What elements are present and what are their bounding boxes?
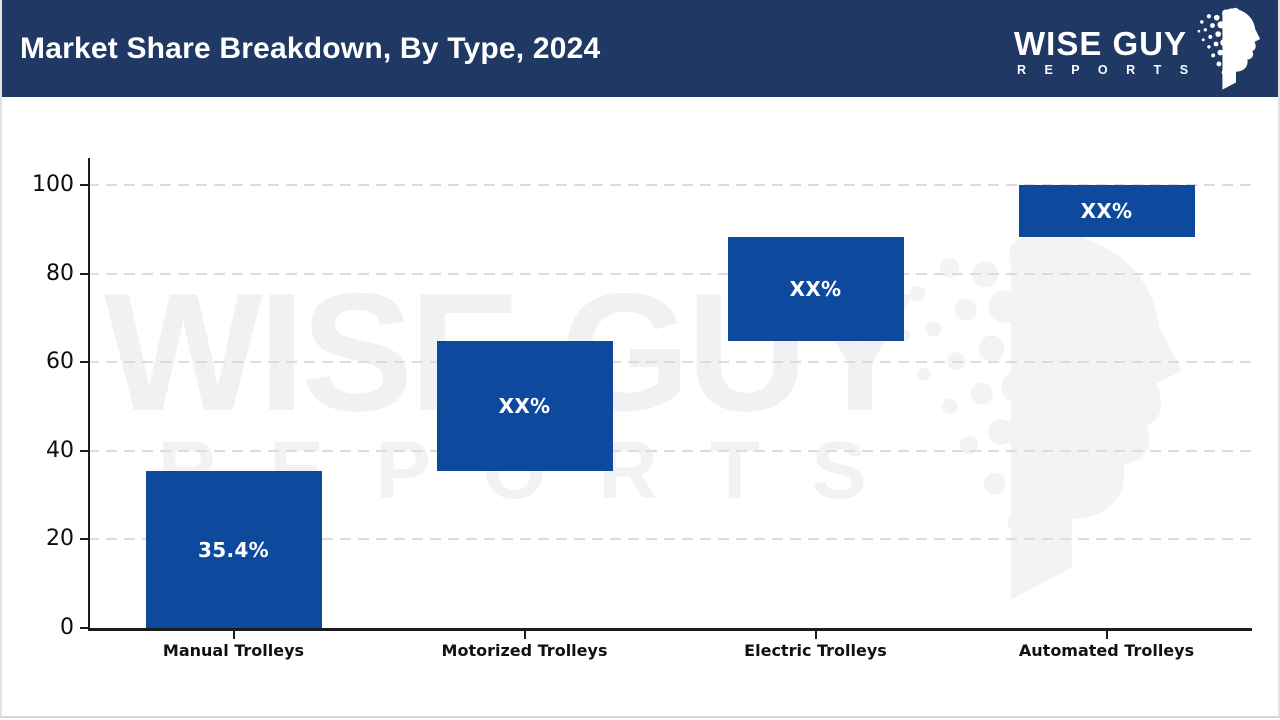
- bar-value-label: XX%: [498, 394, 551, 419]
- gridline-y100: [88, 184, 1252, 186]
- wiseguy-head-icon: [1197, 7, 1260, 90]
- x-tick-mark: [523, 631, 526, 639]
- gridline-y60: [88, 361, 1252, 364]
- gridline-y20: [88, 538, 1252, 541]
- watermark-head-icon: [898, 229, 1182, 600]
- y-tick-label: 100: [32, 172, 74, 197]
- gridline-y80: [88, 272, 1252, 275]
- y-axis-line: [88, 158, 90, 631]
- x-category-label: Automated Trolleys: [1018, 641, 1195, 660]
- x-tick-mark: [1105, 631, 1108, 639]
- x-axis-line: [88, 628, 1252, 631]
- logo-line1: WISE GUY: [1014, 25, 1188, 62]
- y-tick-mark: [80, 538, 88, 541]
- x-category-label: Electric Trolleys: [744, 641, 887, 660]
- y-tick-mark: [80, 449, 88, 452]
- wiseguy-logo: WISE GUY R E P O R T S: [1014, 6, 1266, 92]
- bar-value-label: 35.4%: [198, 537, 269, 562]
- x-category-label: Manual Trolleys: [162, 641, 305, 660]
- logo-line2: R E P O R T S: [1017, 63, 1196, 77]
- bar-segment-1: 35.4%: [145, 471, 322, 628]
- y-tick-label: 20: [46, 526, 74, 552]
- y-tick-label: 80: [46, 260, 74, 286]
- x-tick-mark: [814, 631, 817, 639]
- y-tick-label: 40: [46, 437, 74, 463]
- y-tick-label: 60: [46, 349, 74, 375]
- wiseguy-logo-wordmark: WISE GUY R E P O R T S: [1014, 27, 1196, 77]
- bar-value-label: XX%: [789, 277, 842, 302]
- y-tick-label: 0: [60, 615, 74, 640]
- page-title: Market Share Breakdown, By Type, 2024: [20, 31, 601, 65]
- bar-segment-2: XX%: [436, 340, 613, 472]
- header: Market Share Breakdown, By Type, 2024 WI…: [0, 0, 1280, 97]
- x-tick-mark: [232, 631, 235, 639]
- y-tick-mark: [80, 361, 88, 364]
- y-tick-mark: [80, 627, 88, 629]
- x-category-label: Motorized Trolleys: [441, 641, 608, 660]
- bar-value-label: XX%: [1080, 199, 1133, 224]
- y-tick-mark: [80, 272, 88, 275]
- bar-segment-4: XX%: [1018, 185, 1195, 238]
- y-tick-mark: [80, 184, 88, 186]
- gridline-y40: [88, 449, 1252, 452]
- bar-segment-3: XX%: [727, 237, 904, 341]
